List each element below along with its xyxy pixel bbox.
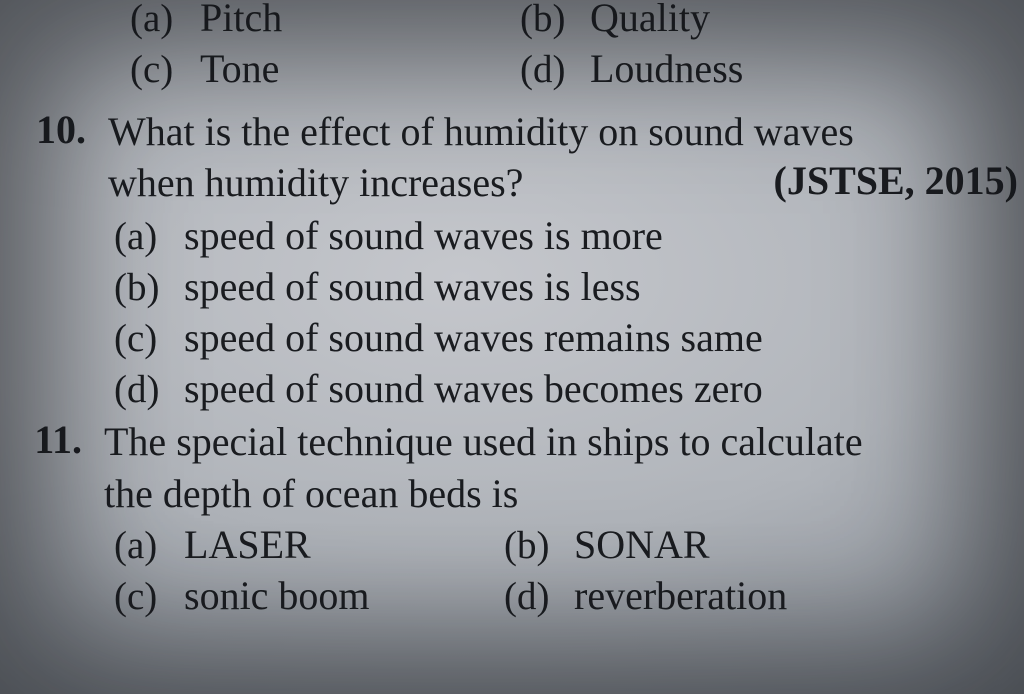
- q10-options-block: (a) speed of sound waves is more (b) spe…: [114, 212, 1024, 412]
- option-text: speed of sound waves is more: [184, 212, 663, 259]
- q10-option-b: (b) speed of sound waves is less: [114, 263, 1024, 310]
- option-text: Loudness: [590, 45, 743, 92]
- option-text: sonic boom: [184, 572, 370, 619]
- q9-option-a: (a) Pitch: [130, 0, 520, 41]
- option-text: speed of sound waves is less: [184, 263, 641, 310]
- exam-reference: (JSTSE, 2015): [774, 157, 1019, 208]
- question-text-line2: the depth of ocean beds is: [104, 468, 1024, 519]
- option-text: speed of sound waves becomes zero: [184, 365, 763, 412]
- option-label: (b): [504, 523, 556, 568]
- question-number: 11.: [14, 416, 82, 463]
- option-text: reverberation: [574, 572, 787, 619]
- option-label: (b): [114, 265, 166, 310]
- q10-option-a: (a) speed of sound waves is more: [114, 212, 1024, 259]
- option-label: (d): [520, 47, 572, 92]
- option-text: Tone: [200, 45, 279, 92]
- option-label: (a): [130, 0, 182, 41]
- option-text: SONAR: [574, 521, 710, 568]
- q11-option-a: (a) LASER: [114, 521, 504, 568]
- page-scan: soun… (a) Pitch (b) Quality (c) Tone: [0, 0, 1024, 676]
- q10-option-c: (c) speed of sound waves remains same: [114, 314, 1024, 361]
- question-text-line1: The special technique used in ships to c…: [104, 416, 1024, 467]
- question-11: 11. The special technique used in ships …: [0, 416, 1024, 518]
- option-label: (c): [114, 574, 166, 619]
- q10-option-d: (d) speed of sound waves becomes zero: [114, 365, 1024, 412]
- option-text: speed of sound waves remains same: [184, 314, 763, 361]
- option-label: (a): [114, 214, 166, 259]
- q9-option-b: (b) Quality: [520, 0, 950, 41]
- option-text: Pitch: [200, 0, 282, 41]
- option-label: (a): [114, 523, 166, 568]
- question-number: 10.: [18, 106, 86, 153]
- q11-options-block: (a) LASER (b) SONAR (c) sonic boom: [114, 521, 1024, 623]
- option-label: (c): [130, 47, 182, 92]
- q9-option-d: (d) Loudness: [520, 45, 950, 92]
- q9-option-c: (c) Tone: [130, 45, 520, 92]
- option-label: (d): [114, 367, 166, 412]
- question-text-line1: What is the effect of humidity on sound …: [108, 106, 1024, 157]
- option-label: (d): [504, 574, 556, 619]
- option-label: (c): [114, 316, 166, 361]
- q11-option-d: (d) reverberation: [504, 572, 934, 619]
- option-text: LASER: [184, 521, 311, 568]
- q11-option-c: (c) sonic boom: [114, 572, 504, 619]
- q9-options-block: (a) Pitch (b) Quality (c) Tone (d): [130, 0, 1024, 96]
- option-label: (b): [520, 0, 572, 41]
- question-10: 10. What is the effect of humidity on so…: [0, 106, 1024, 208]
- option-text: Quality: [590, 0, 710, 41]
- question-text-line2: when humidity increases?: [108, 157, 523, 208]
- q11-option-b: (b) SONAR: [504, 521, 934, 568]
